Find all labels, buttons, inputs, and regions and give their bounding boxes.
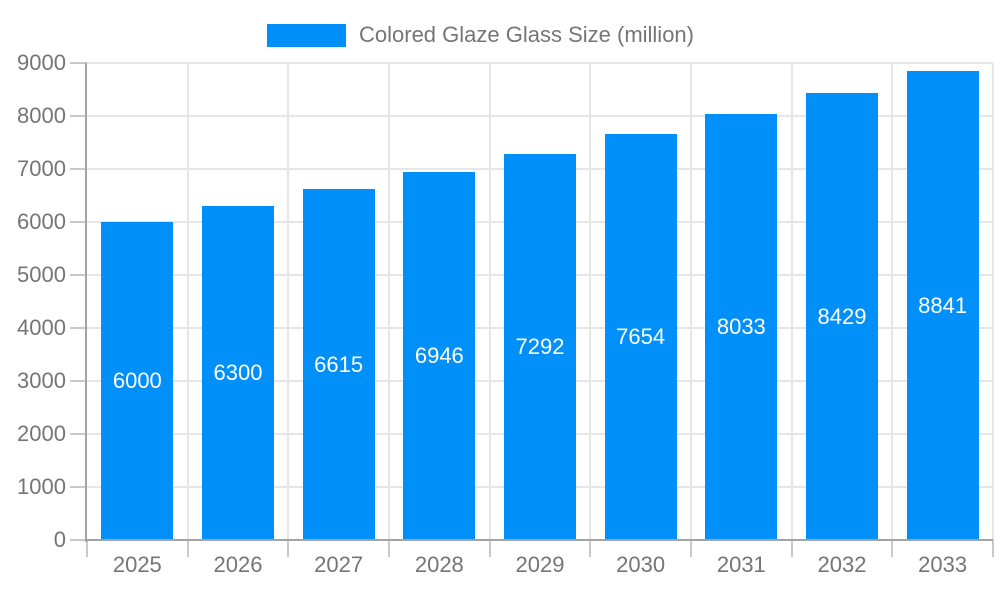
bar-value-label: 6000 <box>112 368 162 393</box>
x-gridline <box>186 63 189 540</box>
bar-2033[interactable]: 8841 <box>906 71 979 540</box>
y-axis-label: 0 <box>53 527 66 552</box>
x-axis-label: 2032 <box>817 552 867 577</box>
x-gridline <box>287 63 290 540</box>
y-axis-line <box>85 63 87 542</box>
y-axis-label: 5000 <box>17 262 66 287</box>
bar-value-label: 8033 <box>716 314 766 340</box>
x-axis-label: 2029 <box>515 552 565 577</box>
y-tick-mark <box>70 327 87 329</box>
y-axis-label: 2000 <box>17 421 66 446</box>
y-tick-mark <box>70 115 87 117</box>
x-axis-label: 2033 <box>918 552 968 577</box>
y-axis-label: 8000 <box>17 103 66 128</box>
y-tick-mark <box>70 380 87 382</box>
x-tick-mark <box>690 540 692 557</box>
y-axis-label: 4000 <box>17 315 66 340</box>
x-tick-mark <box>891 540 894 557</box>
bar-2028[interactable]: 6946 <box>403 171 476 540</box>
legend[interactable]: Colored Glaze Glass Size (million) <box>267 22 694 48</box>
x-tick-mark <box>287 540 290 557</box>
x-axis-line <box>85 539 993 541</box>
x-tick-mark <box>790 540 793 557</box>
bar-value-label: 6615 <box>314 351 364 377</box>
y-tick-mark <box>70 274 87 276</box>
x-gridline <box>790 63 793 540</box>
y-axis-label: 3000 <box>17 368 66 393</box>
bar-value-label: 8429 <box>817 303 867 329</box>
x-tick-mark <box>992 540 994 557</box>
bar-value-label: 7654 <box>616 324 666 350</box>
legend-label: Colored Glaze Glass Size (million) <box>359 22 694 47</box>
bar-value-label: 6946 <box>414 342 464 368</box>
legend-swatch <box>267 23 346 47</box>
bar-value-label: 8841 <box>918 292 968 318</box>
bar-2031[interactable]: 8033 <box>705 114 778 540</box>
x-axis-label: 2027 <box>314 552 364 577</box>
bar-2026[interactable]: 6300 <box>202 206 274 540</box>
x-axis-label: 2026 <box>213 552 263 577</box>
bar-2030[interactable]: 7654 <box>604 134 677 540</box>
bar-2032[interactable]: 8429 <box>806 93 878 540</box>
bar-2027[interactable]: 6615 <box>302 189 375 540</box>
y-axis-label: 9000 <box>17 50 66 75</box>
y-tick-mark <box>70 486 87 488</box>
x-tick-mark <box>86 540 88 557</box>
bar-value-label: 7292 <box>515 333 565 359</box>
bar-2029[interactable]: 7292 <box>504 153 576 540</box>
x-gridline <box>589 63 592 540</box>
y-tick-mark <box>70 433 87 435</box>
y-gridline <box>87 115 993 117</box>
y-tick-mark <box>70 62 87 64</box>
x-tick-mark <box>388 540 390 557</box>
x-tick-mark <box>488 540 491 557</box>
x-axis-label: 2025 <box>112 552 162 577</box>
x-axis-label: 2031 <box>716 552 766 577</box>
y-axis-label: 6000 <box>17 209 66 234</box>
y-tick-mark <box>70 539 87 541</box>
y-axis-label: 7000 <box>17 156 66 181</box>
y-tick-mark <box>70 221 87 223</box>
x-tick-mark <box>589 540 592 557</box>
x-axis-label: 2028 <box>414 552 464 577</box>
x-gridline <box>388 63 390 540</box>
x-axis-label: 2030 <box>616 552 666 577</box>
x-gridline <box>690 63 692 540</box>
x-gridline <box>488 63 491 540</box>
y-axis-label: 1000 <box>17 474 66 499</box>
y-gridline <box>87 62 993 64</box>
bar-value-label: 6300 <box>213 360 263 386</box>
x-gridline <box>891 63 894 540</box>
bar-2025[interactable]: 6000 <box>101 222 174 540</box>
x-gridline <box>992 63 994 540</box>
x-tick-mark <box>186 540 189 557</box>
y-tick-mark <box>70 168 87 170</box>
